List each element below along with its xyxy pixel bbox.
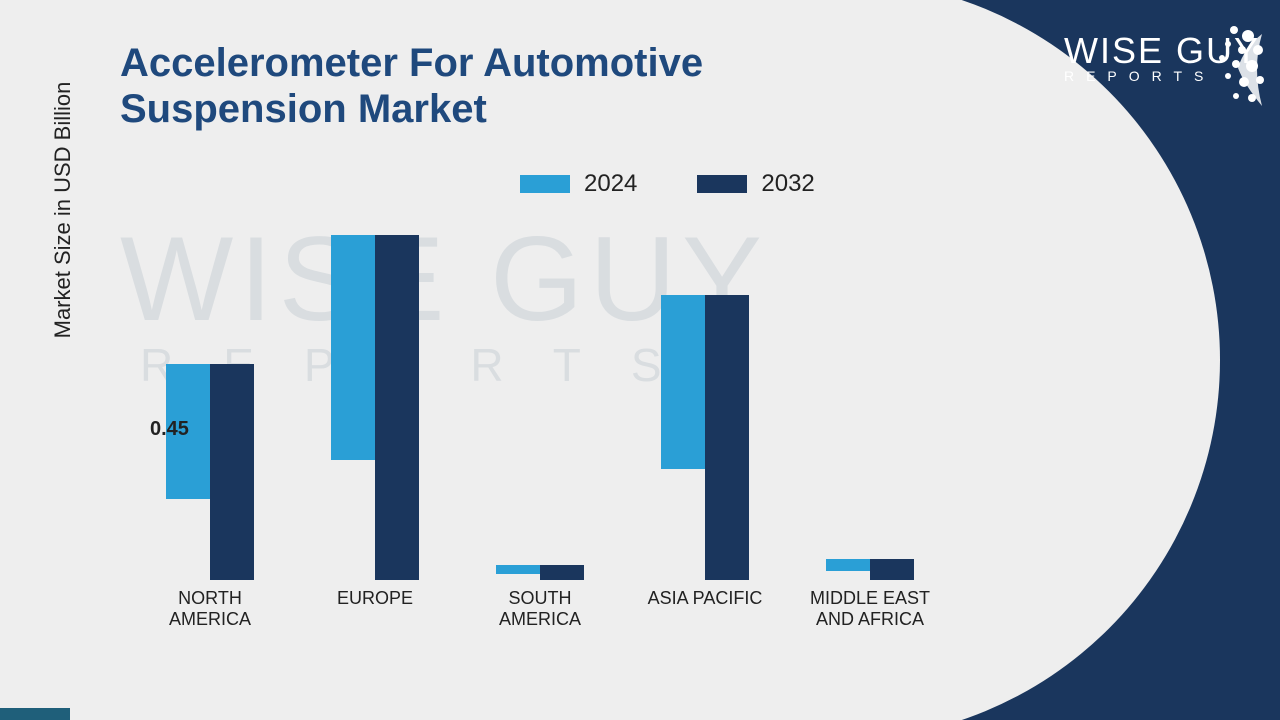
legend-swatch-1 — [520, 175, 570, 193]
y-axis-label: Market Size in USD Billion — [50, 10, 76, 410]
chart: Market Size in USD Billion 2024 2032 NOR… — [60, 160, 960, 700]
category-label: EUROPE — [305, 588, 445, 609]
bar-group: MIDDLE EAST AND AFRICA — [800, 559, 940, 580]
bar-group: NORTH AMERICA0.45 — [140, 364, 280, 580]
legend-label-1: 2024 — [584, 170, 637, 198]
legend-item-2: 2032 — [697, 170, 814, 198]
bar-series2 — [870, 559, 914, 580]
value-label: 0.45 — [150, 418, 189, 441]
bar-series1 — [496, 565, 540, 574]
category-label: ASIA PACIFIC — [635, 588, 775, 609]
bar-group: SOUTH AMERICA — [470, 565, 610, 580]
bar-series2 — [705, 295, 749, 580]
bar-group: EUROPE — [305, 235, 445, 580]
plot-area: NORTH AMERICA0.45EUROPE SOUTH AMERICA ASIA… — [140, 220, 940, 580]
bar-series2 — [375, 235, 419, 580]
category-label: SOUTH AMERICA — [470, 588, 610, 629]
legend: 2024 2032 — [520, 170, 815, 198]
stage: WISE GUY REPORTS Accelerometer For Autom… — [0, 0, 1280, 720]
chart-title: Accelerometer For Automotive Suspension … — [120, 40, 820, 132]
legend-label-2: 2032 — [761, 170, 814, 198]
bar-series1 — [331, 235, 375, 460]
bottom-accent-bar — [0, 708, 70, 720]
legend-item-1: 2024 — [520, 170, 637, 198]
category-label: MIDDLE EAST AND AFRICA — [800, 588, 940, 629]
brand-logo: WISE GUY REPORTS — [1064, 30, 1260, 84]
brand-dots-icon — [1188, 24, 1268, 114]
bar-series2 — [540, 565, 584, 580]
bar-series1 — [826, 559, 870, 571]
bar-group: ASIA PACIFIC — [635, 295, 775, 580]
category-label: NORTH AMERICA — [140, 588, 280, 629]
bar-series2 — [210, 364, 254, 580]
legend-swatch-2 — [697, 175, 747, 193]
bar-series1 — [661, 295, 705, 469]
